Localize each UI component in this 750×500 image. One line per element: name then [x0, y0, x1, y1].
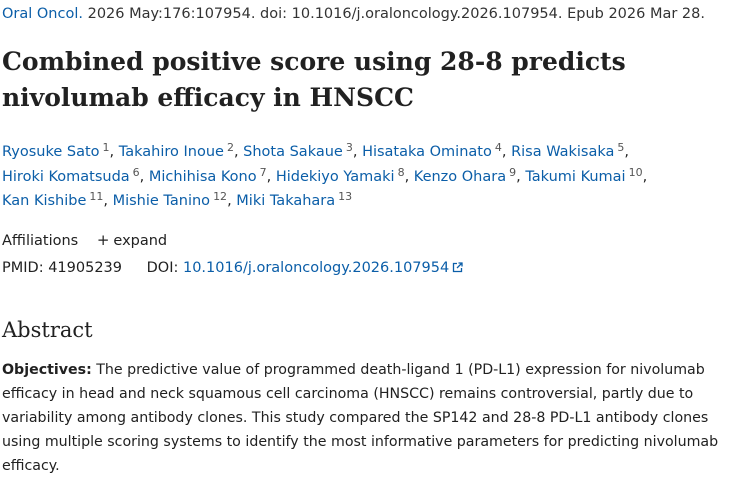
external-link-icon [453, 262, 463, 273]
identifiers-row: PMID: 41905239 DOI: 10.1016/j.oraloncolo… [2, 258, 463, 278]
author-link[interactable]: Mishie Tanino [112, 193, 211, 209]
affiliation-number[interactable]: 5 [617, 141, 625, 154]
author-link[interactable]: Ryosuke Sato [2, 144, 100, 160]
author-item: Hisataka Ominato 4 [362, 141, 502, 160]
author-link[interactable]: Takumi Kumai [525, 168, 626, 185]
affiliation-number[interactable]: 9 [509, 165, 517, 179]
author-item: Miki Takahara 13 [236, 190, 353, 209]
author-list: Ryosuke Sato 1, Takahiro Inoue 2, Shota Sa… [2, 141, 648, 209]
pmid-value: 41905239 [48, 260, 123, 276]
doi-label: DOI: [146, 260, 179, 276]
author-link[interactable]: Shota Sakaue [243, 144, 343, 160]
pmid-label: PMID: [2, 260, 44, 276]
author-item: Michihisa Kono 7 [148, 165, 267, 185]
affiliation-number[interactable]: 2 [226, 141, 234, 154]
author-link[interactable]: Hisataka Ominato [362, 144, 492, 160]
author-link[interactable]: Hidekiyo Yamaki [275, 168, 395, 185]
affiliation-number[interactable]: 13 [338, 190, 353, 203]
author-item: Risa Wakisaka 5 [511, 141, 625, 160]
author-link[interactable]: Miki Takahara [236, 193, 336, 209]
author-item: Hiroki Komatsuda 6 [2, 165, 140, 185]
affiliation-number[interactable]: 6 [132, 165, 140, 179]
citation-line: Oral Oncol. 2026 May:176:107954. doi: 10… [2, 4, 705, 24]
author-link[interactable]: Takahiro Inoue [118, 144, 224, 160]
affiliation-number[interactable]: 7 [259, 165, 267, 179]
author-link[interactable]: Michihisa Kono [148, 168, 257, 185]
author-item: Hidekiyo Yamaki 8 [275, 165, 405, 185]
article-title: Combined positive score using 28-8 predi… [2, 44, 742, 116]
author-item: Ryosuke Sato 1 [2, 141, 110, 160]
article-title-line-2: nivolumab efficacy in HNSCC [2, 83, 414, 112]
doi-link[interactable]: 10.1016/j.oraloncology.2026.107954 [183, 260, 463, 276]
author-item: Takumi Kumai 10 [525, 165, 643, 185]
abstract-objectives: Objectives: The predictive value of prog… [2, 358, 744, 478]
article-title-line-1: Combined positive score using 28-8 predi… [2, 47, 626, 76]
author-item: Kan Kishibe 11 [2, 190, 104, 209]
objectives-label: Objectives: [2, 362, 92, 378]
affiliation-number[interactable]: 4 [494, 141, 502, 154]
affiliation-number[interactable]: 12 [213, 190, 228, 203]
author-item: Mishie Tanino 12 [112, 190, 228, 209]
doi-value: 10.1016/j.oraloncology.2026.107954 [182, 260, 450, 276]
author-link[interactable]: Kenzo Ohara [413, 168, 507, 185]
affiliations-row: Affiliations + expand [2, 230, 167, 251]
affiliation-number[interactable]: 11 [89, 190, 104, 203]
author-link[interactable]: Risa Wakisaka [511, 144, 615, 160]
objectives-text: The predictive value of programmed death… [2, 362, 719, 474]
affiliation-number[interactable]: 8 [397, 165, 405, 179]
affiliations-label: Affiliations [2, 233, 79, 249]
affiliation-number[interactable]: 1 [102, 141, 110, 154]
author-item: Takahiro Inoue 2 [118, 141, 234, 160]
author-item: Kenzo Ohara 9 [413, 165, 517, 185]
journal-link[interactable]: Oral Oncol. [2, 6, 83, 22]
affiliation-number[interactable]: 10 [628, 165, 643, 179]
citation-details: 2026 May:176:107954. doi: 10.1016/j.oral… [82, 6, 705, 22]
plus-icon: + [96, 231, 110, 249]
expand-label: expand [113, 233, 168, 249]
author-link[interactable]: Kan Kishibe [2, 193, 87, 209]
author-link[interactable]: Hiroki Komatsuda [2, 168, 130, 185]
author-item: Shota Sakaue 3 [243, 141, 353, 160]
expand-affiliations-button[interactable]: + expand [96, 231, 168, 249]
affiliation-number[interactable]: 3 [345, 141, 353, 154]
abstract-heading: Abstract [2, 318, 93, 342]
